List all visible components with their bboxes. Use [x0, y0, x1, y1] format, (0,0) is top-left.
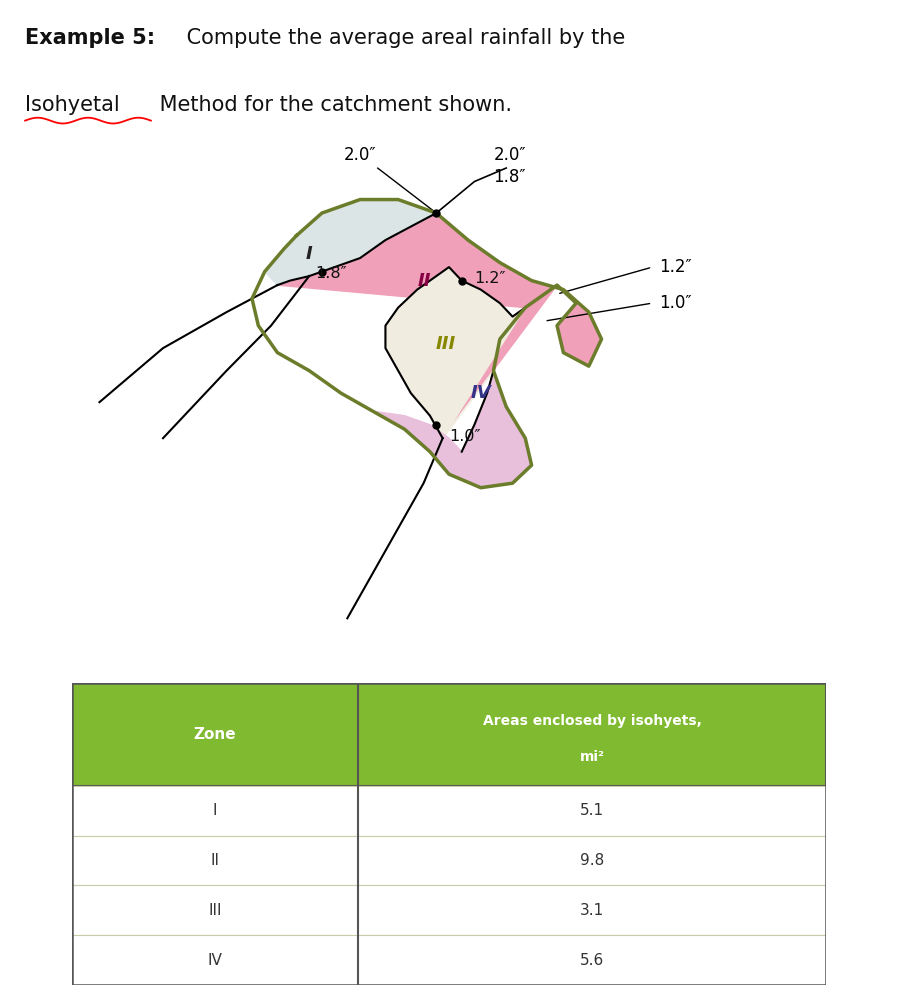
Text: 1.8″: 1.8″ [316, 266, 348, 281]
Text: 5.6: 5.6 [580, 953, 604, 968]
Text: 2.0″: 2.0″ [344, 146, 434, 211]
Text: 5.1: 5.1 [580, 803, 604, 818]
Text: III: III [436, 335, 456, 353]
Bar [72, 935, 826, 985]
Text: 1.2″: 1.2″ [474, 270, 506, 285]
Text: Zone: Zone [194, 728, 236, 742]
Bar [72, 786, 826, 836]
Text: III: III [208, 902, 222, 918]
Text: Compute the average areal rainfall by the: Compute the average areal rainfall by th… [180, 28, 625, 48]
Polygon shape [373, 371, 532, 487]
Text: IV: IV [471, 384, 491, 402]
Text: II: II [418, 271, 431, 289]
Text: 1.0″: 1.0″ [449, 429, 480, 444]
Bar [72, 836, 826, 885]
Text: 9.8: 9.8 [580, 853, 604, 868]
Text: 1.8″: 1.8″ [494, 168, 526, 186]
Text: 3.1: 3.1 [580, 902, 604, 918]
Polygon shape [277, 213, 602, 438]
Bar [72, 885, 826, 935]
Text: II: II [211, 853, 220, 868]
Text: IV: IV [207, 953, 223, 968]
Text: 2.0″: 2.0″ [494, 146, 526, 164]
Text: I: I [213, 803, 217, 818]
Text: 1.0″: 1.0″ [659, 294, 691, 313]
Text: I: I [306, 244, 313, 262]
Text: Areas enclosed by isohyets,: Areas enclosed by isohyets, [483, 715, 701, 728]
Text: Isohyetal: Isohyetal [25, 95, 120, 116]
Bar [72, 683, 826, 786]
Polygon shape [385, 267, 525, 451]
Text: Method for the catchment shown.: Method for the catchment shown. [153, 95, 512, 116]
Text: mi²: mi² [580, 751, 605, 764]
Polygon shape [265, 200, 436, 285]
Text: 1.2″: 1.2″ [659, 258, 691, 276]
Text: Example 5:: Example 5: [25, 28, 155, 48]
